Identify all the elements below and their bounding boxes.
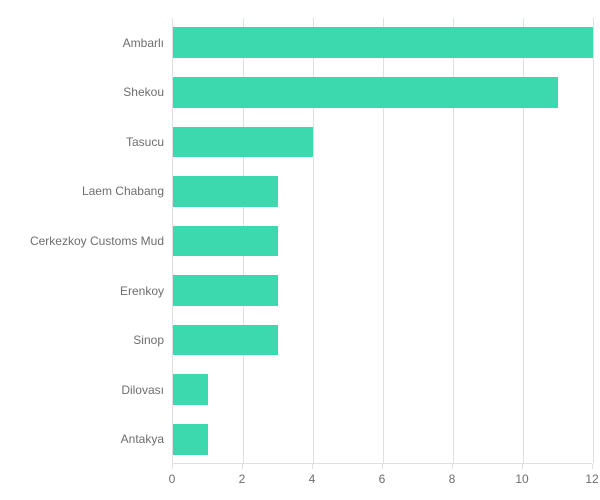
x-tick-label: 2 — [239, 472, 246, 486]
x-tick — [592, 464, 593, 469]
y-tick-label: Antakya — [121, 432, 164, 446]
x-tick-label: 6 — [379, 472, 386, 486]
bar — [173, 176, 278, 207]
y-tick-label: Sinop — [133, 333, 164, 347]
x-tick-label: 10 — [515, 472, 528, 486]
x-tick-label: 12 — [585, 472, 598, 486]
bar-chart: Ambarlı Shekou Tasucu Laem Chabang Cerkezkoy… — [0, 0, 600, 500]
y-tick-label: Tasucu — [126, 135, 164, 149]
y-tick-label: Dilovası — [121, 383, 164, 397]
x-tick — [382, 464, 383, 469]
bar — [173, 27, 593, 58]
y-tick-label: Erenkoy — [120, 284, 164, 298]
bar — [173, 325, 278, 356]
bar — [173, 127, 313, 158]
plot-area — [172, 18, 592, 464]
x-tick — [172, 464, 173, 469]
x-tick-label: 8 — [449, 472, 456, 486]
x-tick — [312, 464, 313, 469]
y-tick-label: Ambarlı — [123, 36, 164, 50]
y-tick-label: Cerkezkoy Customs Mud — [30, 234, 164, 248]
bar — [173, 226, 278, 257]
bar — [173, 77, 558, 108]
x-tick — [242, 464, 243, 469]
bar — [173, 275, 278, 306]
x-tick — [452, 464, 453, 469]
x-tick — [522, 464, 523, 469]
y-tick-label: Shekou — [123, 85, 164, 99]
gridline — [593, 18, 594, 463]
y-tick-label: Laem Chabang — [82, 184, 164, 198]
x-tick-label: 0 — [169, 472, 176, 486]
x-tick-label: 4 — [309, 472, 316, 486]
bar — [173, 424, 208, 455]
bar — [173, 374, 208, 405]
